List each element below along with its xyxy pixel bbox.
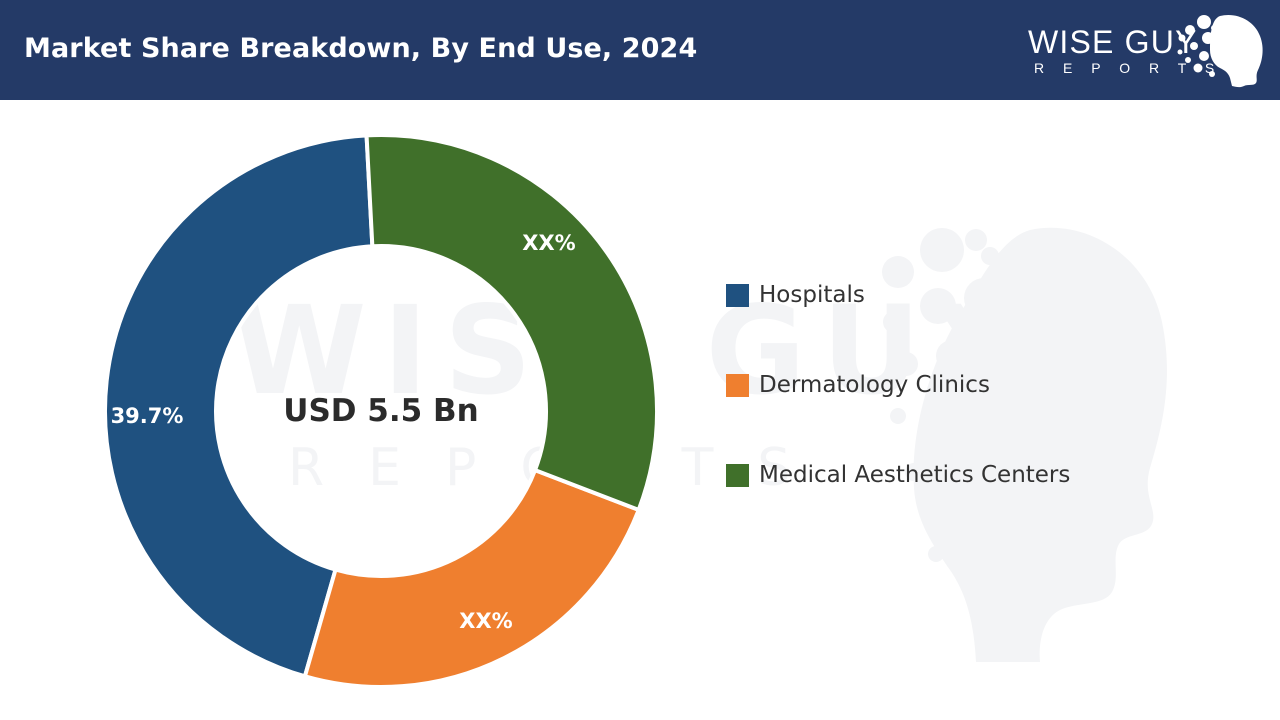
legend-item-dermatology-clinics[interactable]: Dermatology Clinics	[726, 340, 1146, 430]
legend-item-label: Dermatology Clinics	[759, 372, 990, 398]
legend-item-hospitals[interactable]: Hospitals	[726, 250, 1146, 340]
legend-swatch-icon	[726, 373, 749, 397]
donut-chart	[103, 133, 659, 689]
legend-item-label: Medical Aesthetics Centers	[759, 462, 1071, 488]
page-title: Market Share Breakdown, By End Use, 2024	[24, 33, 698, 64]
slice-label-hospitals: 39.7%	[110, 404, 184, 428]
legend-swatch-icon	[726, 283, 749, 307]
chart-legend: Hospitals Dermatology Clinics Medical Aest…	[726, 250, 1146, 520]
legend-item-medical-aesthetics-centers[interactable]: Medical Aesthetics Centers	[726, 430, 1146, 520]
logo-wordmark: WISE GUY	[1028, 24, 1198, 60]
donut-slice-medical-aesthetics-centers[interactable]	[364, 133, 659, 513]
donut-slice-dermatology-clinics[interactable]	[302, 467, 642, 689]
logo-subtext: R E P O R T S	[1034, 60, 1222, 76]
legend-item-label: Hospitals	[759, 282, 865, 308]
head-dots-icon	[1177, 14, 1263, 88]
brand-logo: WISE GUY R E P O R T S	[1022, 8, 1272, 92]
slice-label-medical-aesthetics-centers: XX%	[522, 231, 576, 255]
legend-swatch-icon	[726, 463, 749, 487]
header-bar: Market Share Breakdown, By End Use, 2024…	[0, 0, 1280, 100]
donut-slice-hospitals[interactable]	[103, 133, 375, 679]
donut-center-label: USD 5.5 Bn	[283, 393, 479, 429]
slice-label-dermatology-clinics: XX%	[459, 609, 513, 633]
